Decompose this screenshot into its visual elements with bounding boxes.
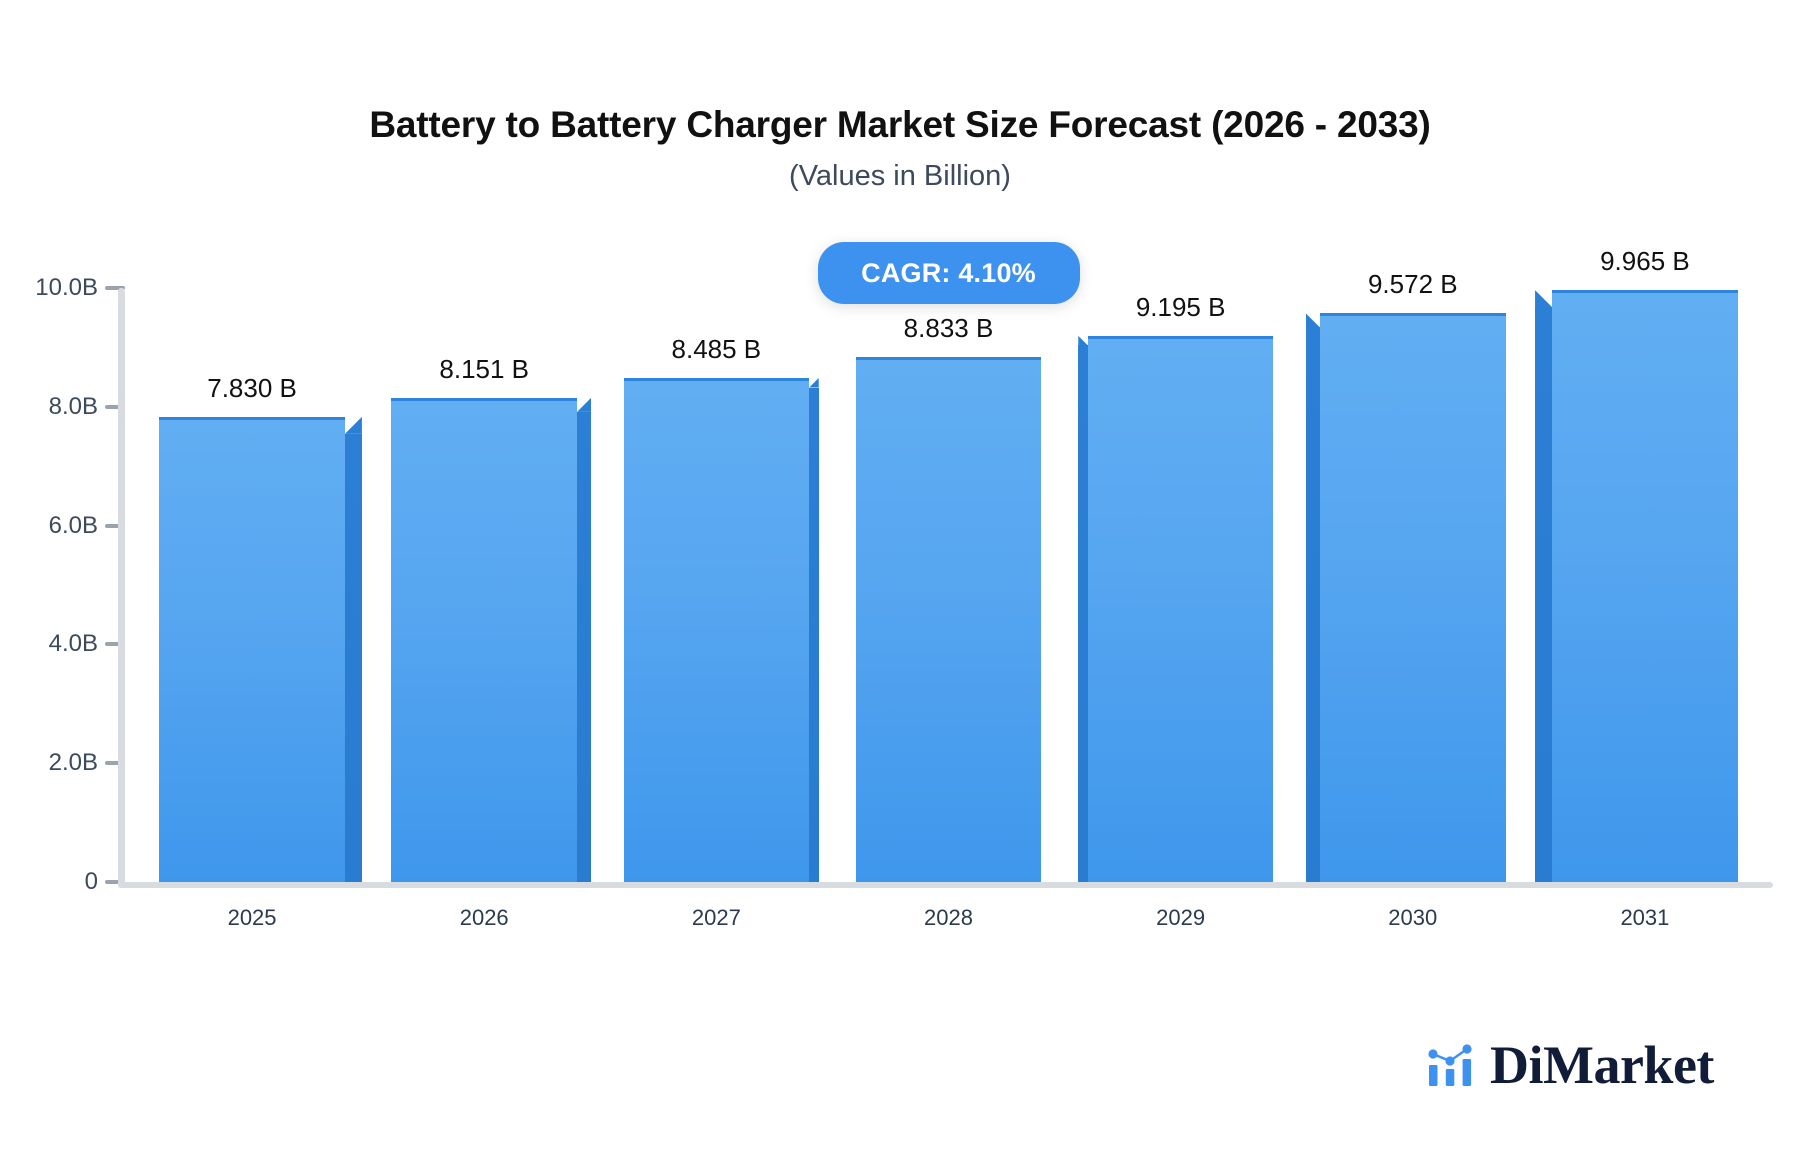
y-axis-tick-mark bbox=[105, 761, 125, 766]
y-axis-tick-label: 4.0B bbox=[48, 630, 98, 658]
bar-side-face bbox=[577, 411, 592, 882]
bar-2030[interactable] bbox=[1305, 313, 1506, 882]
y-axis-tick-label: 0 bbox=[84, 868, 98, 895]
bar-side-face bbox=[344, 433, 362, 882]
title-block: Battery to Battery Charger Market Size F… bbox=[0, 104, 1800, 193]
x-axis-tick-label-2025: 2025 bbox=[227, 905, 277, 930]
x-axis-tick-label-2027: 2027 bbox=[691, 905, 741, 930]
x-axis-tick-label-2026: 2026 bbox=[459, 905, 509, 930]
bar-face bbox=[1552, 290, 1738, 882]
y-axis-tick-mark bbox=[105, 404, 125, 409]
x-axis-tick-label-2031: 2031 bbox=[1620, 905, 1670, 930]
y-axis-tick-mark bbox=[105, 286, 125, 290]
bar-top-bevel bbox=[1078, 335, 1088, 346]
bar-side-face bbox=[809, 387, 819, 882]
bar-value-label: 9.572 B bbox=[1367, 269, 1458, 300]
bar-2029[interactable] bbox=[1078, 335, 1274, 882]
bar-face bbox=[1319, 313, 1506, 882]
x-axis-tick-label-2029: 2029 bbox=[1156, 905, 1206, 930]
bar-top-bevel bbox=[1305, 313, 1320, 328]
x-axis-line bbox=[118, 882, 1773, 888]
y-axis-tick-label: 8.0B bbox=[48, 392, 98, 420]
bar-value-label: 9.195 B bbox=[1135, 291, 1226, 322]
bar-face bbox=[855, 357, 1042, 882]
cagr-badge: CAGR: 4.10% bbox=[817, 242, 1080, 305]
chart-title: Battery to Battery Charger Market Size F… bbox=[369, 104, 1431, 145]
bar-series: 7.830 B 8.151 B 8.485 B 8.833 B 9.195 B 9.572… bbox=[118, 246, 1773, 888]
bar-value-label: 8.151 B bbox=[439, 353, 530, 384]
chart-subtitle: (Values in Billion) bbox=[789, 159, 1011, 192]
y-axis-tick-label: 2.0B bbox=[48, 749, 98, 777]
bar-2031[interactable] bbox=[1535, 290, 1738, 882]
bar-2028[interactable] bbox=[855, 357, 1042, 882]
y-axis-tick-label: 6.0B bbox=[48, 511, 98, 539]
bar-side-face bbox=[1078, 345, 1088, 882]
bar-side-face bbox=[1535, 307, 1553, 882]
bar-value-label: 9.965 B bbox=[1600, 246, 1690, 277]
plot-area: 7.830 B 8.151 B 8.485 B 8.833 B 9.195 B 9.572… bbox=[118, 242, 1773, 930]
bar-value-label: 8.833 B bbox=[903, 313, 994, 344]
bar-top-bevel bbox=[809, 378, 819, 388]
bar-value-label: 8.485 B bbox=[671, 333, 762, 364]
bar-2026[interactable] bbox=[391, 397, 592, 882]
y-axis-tick-mark bbox=[105, 642, 125, 647]
dimarket-logo: DiMarket bbox=[1424, 1038, 1714, 1092]
y-axis-line bbox=[118, 288, 125, 888]
y-axis-tick-label: 10.0B bbox=[35, 274, 98, 301]
bar-face bbox=[1087, 335, 1274, 882]
logo-wordmark: DiMarket bbox=[1490, 1035, 1714, 1095]
y-axis-tick-mark bbox=[105, 523, 125, 528]
bar-chart-logo-icon bbox=[1424, 1042, 1476, 1088]
bar-top-bevel bbox=[1535, 290, 1553, 308]
bar-top-bevel bbox=[344, 416, 362, 434]
x-axis-tick-label-2028: 2028 bbox=[924, 905, 973, 930]
x-axis-tick-label-2030: 2030 bbox=[1388, 905, 1438, 930]
bar-face bbox=[623, 378, 810, 882]
bar-value-label: 7.830 B bbox=[207, 372, 297, 403]
bar-2027[interactable] bbox=[623, 378, 819, 882]
bar-top-bevel bbox=[577, 397, 592, 412]
bar-side-face bbox=[1305, 327, 1320, 882]
bar-face bbox=[391, 397, 578, 882]
bar-2025[interactable] bbox=[159, 416, 362, 882]
y-axis-tick-mark bbox=[105, 880, 125, 884]
bar-face bbox=[159, 416, 345, 882]
